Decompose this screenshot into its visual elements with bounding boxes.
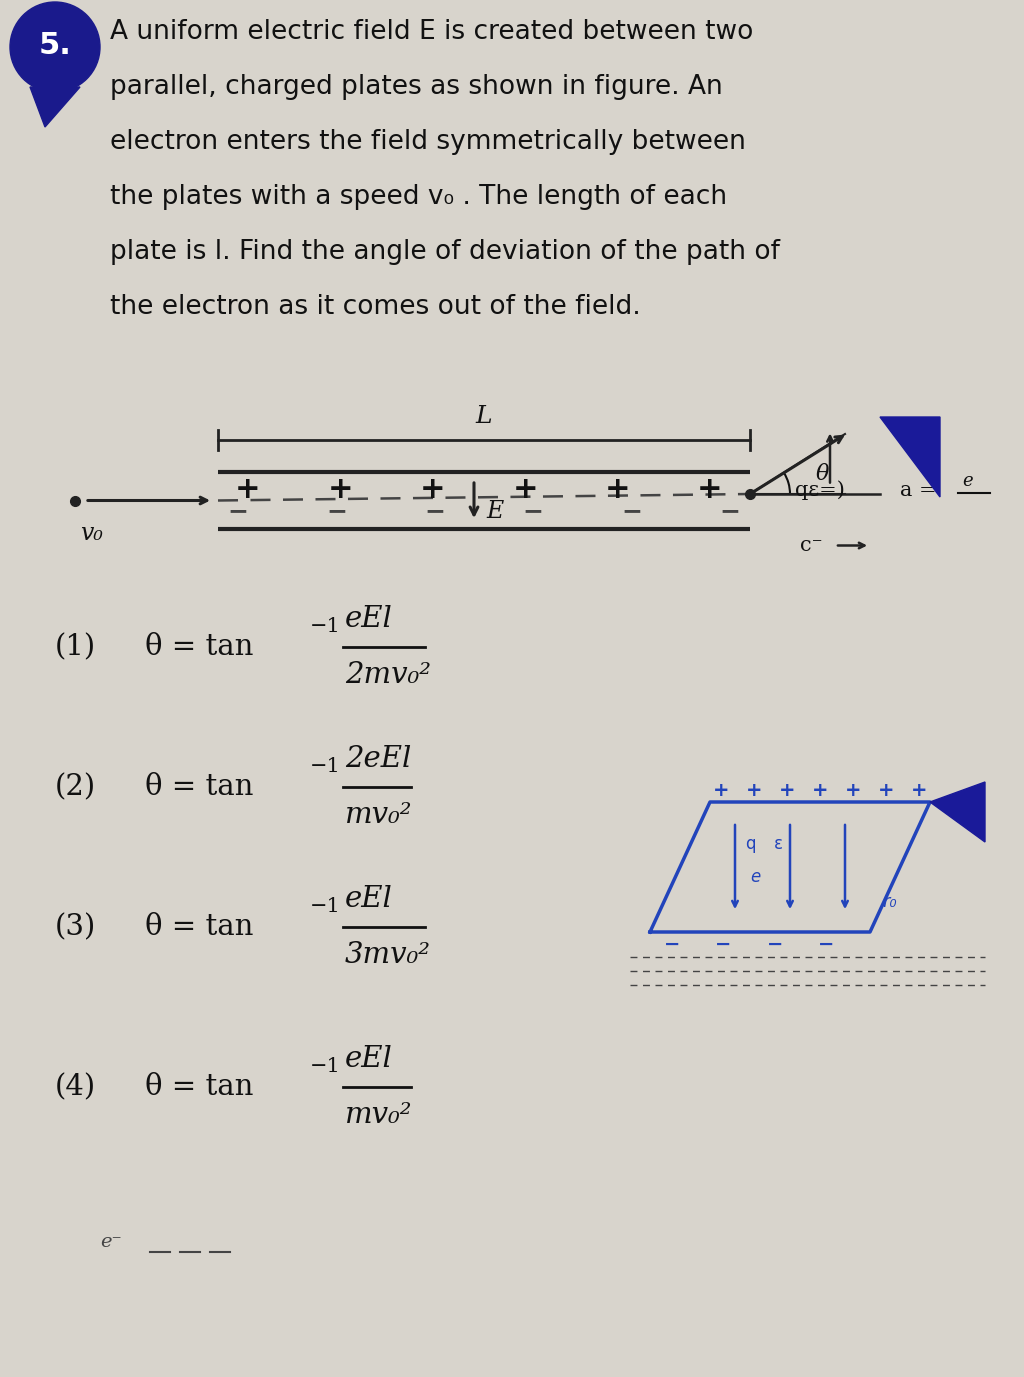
Text: eEl: eEl <box>345 1045 393 1073</box>
Text: +: + <box>778 781 796 800</box>
Text: ε: ε <box>773 834 782 852</box>
Polygon shape <box>30 87 80 127</box>
Text: −: − <box>767 935 783 953</box>
Text: (3): (3) <box>55 913 96 940</box>
Text: −: − <box>715 935 731 953</box>
Text: (1): (1) <box>55 633 96 661</box>
Text: −: − <box>326 498 347 523</box>
Text: eEl: eEl <box>345 885 393 913</box>
Text: eEl: eEl <box>345 605 393 633</box>
Text: 2mv₀²: 2mv₀² <box>345 661 431 688</box>
Text: +: + <box>713 781 729 800</box>
Text: the plates with a speed v₀ . The length of each: the plates with a speed v₀ . The length … <box>110 185 727 211</box>
Text: −: − <box>227 498 249 523</box>
Text: the electron as it comes out of the field.: the electron as it comes out of the fiel… <box>110 295 641 319</box>
Text: +: + <box>605 475 631 504</box>
Text: electron enters the field symmetrically between: electron enters the field symmetrically … <box>110 129 745 156</box>
Text: −: − <box>818 935 835 953</box>
Text: −: − <box>424 498 445 523</box>
Text: +: + <box>745 781 762 800</box>
Text: A uniform electric field E is created between two: A uniform electric field E is created be… <box>110 19 754 45</box>
Text: −1: −1 <box>310 898 341 917</box>
Text: L: L <box>476 405 493 428</box>
Text: mv₀²: mv₀² <box>345 801 413 829</box>
Text: θ = tan: θ = tan <box>145 913 253 940</box>
Text: −: − <box>622 498 642 523</box>
Text: +: + <box>328 475 353 504</box>
Text: c⁻: c⁻ <box>800 536 822 555</box>
Text: +: + <box>512 475 538 504</box>
Text: parallel, charged plates as shown in figure. An: parallel, charged plates as shown in fig… <box>110 74 723 101</box>
Text: a =: a = <box>900 481 937 500</box>
Text: −1: −1 <box>310 757 341 777</box>
Text: +: + <box>420 475 445 504</box>
Text: +: + <box>236 475 261 504</box>
Text: e⁻: e⁻ <box>100 1232 122 1250</box>
Text: −: − <box>664 935 680 953</box>
Text: E: E <box>486 500 503 522</box>
Text: r₀: r₀ <box>882 894 897 912</box>
Text: plate is l. Find the angle of deviation of the path of: plate is l. Find the angle of deviation … <box>110 240 780 264</box>
Text: +: + <box>697 475 723 504</box>
Text: +: + <box>845 781 861 800</box>
Text: e: e <box>962 471 973 489</box>
Text: θ: θ <box>815 463 828 485</box>
Text: +: + <box>878 781 894 800</box>
Text: −1: −1 <box>310 1058 341 1077</box>
Text: v₀: v₀ <box>80 522 102 545</box>
Text: −: − <box>720 498 740 523</box>
Text: θ = tan: θ = tan <box>145 772 253 801</box>
Text: 3mv₀²: 3mv₀² <box>345 940 431 969</box>
Text: (4): (4) <box>55 1073 96 1102</box>
Text: θ = tan: θ = tan <box>145 633 253 661</box>
Text: 5.: 5. <box>39 30 72 59</box>
Text: +: + <box>910 781 928 800</box>
Text: +: + <box>812 781 828 800</box>
Text: mv₀²: mv₀² <box>345 1102 413 1129</box>
Text: q: q <box>744 834 756 852</box>
Polygon shape <box>880 417 940 497</box>
Text: θ = tan: θ = tan <box>145 1073 253 1102</box>
Text: e: e <box>750 868 760 885</box>
Circle shape <box>10 1 100 92</box>
Text: −: − <box>522 498 544 523</box>
Text: −1: −1 <box>310 617 341 636</box>
Text: (2): (2) <box>55 772 96 801</box>
Polygon shape <box>930 782 985 841</box>
Text: 2eEl: 2eEl <box>345 745 412 772</box>
Text: qε=): qε=) <box>795 481 845 500</box>
